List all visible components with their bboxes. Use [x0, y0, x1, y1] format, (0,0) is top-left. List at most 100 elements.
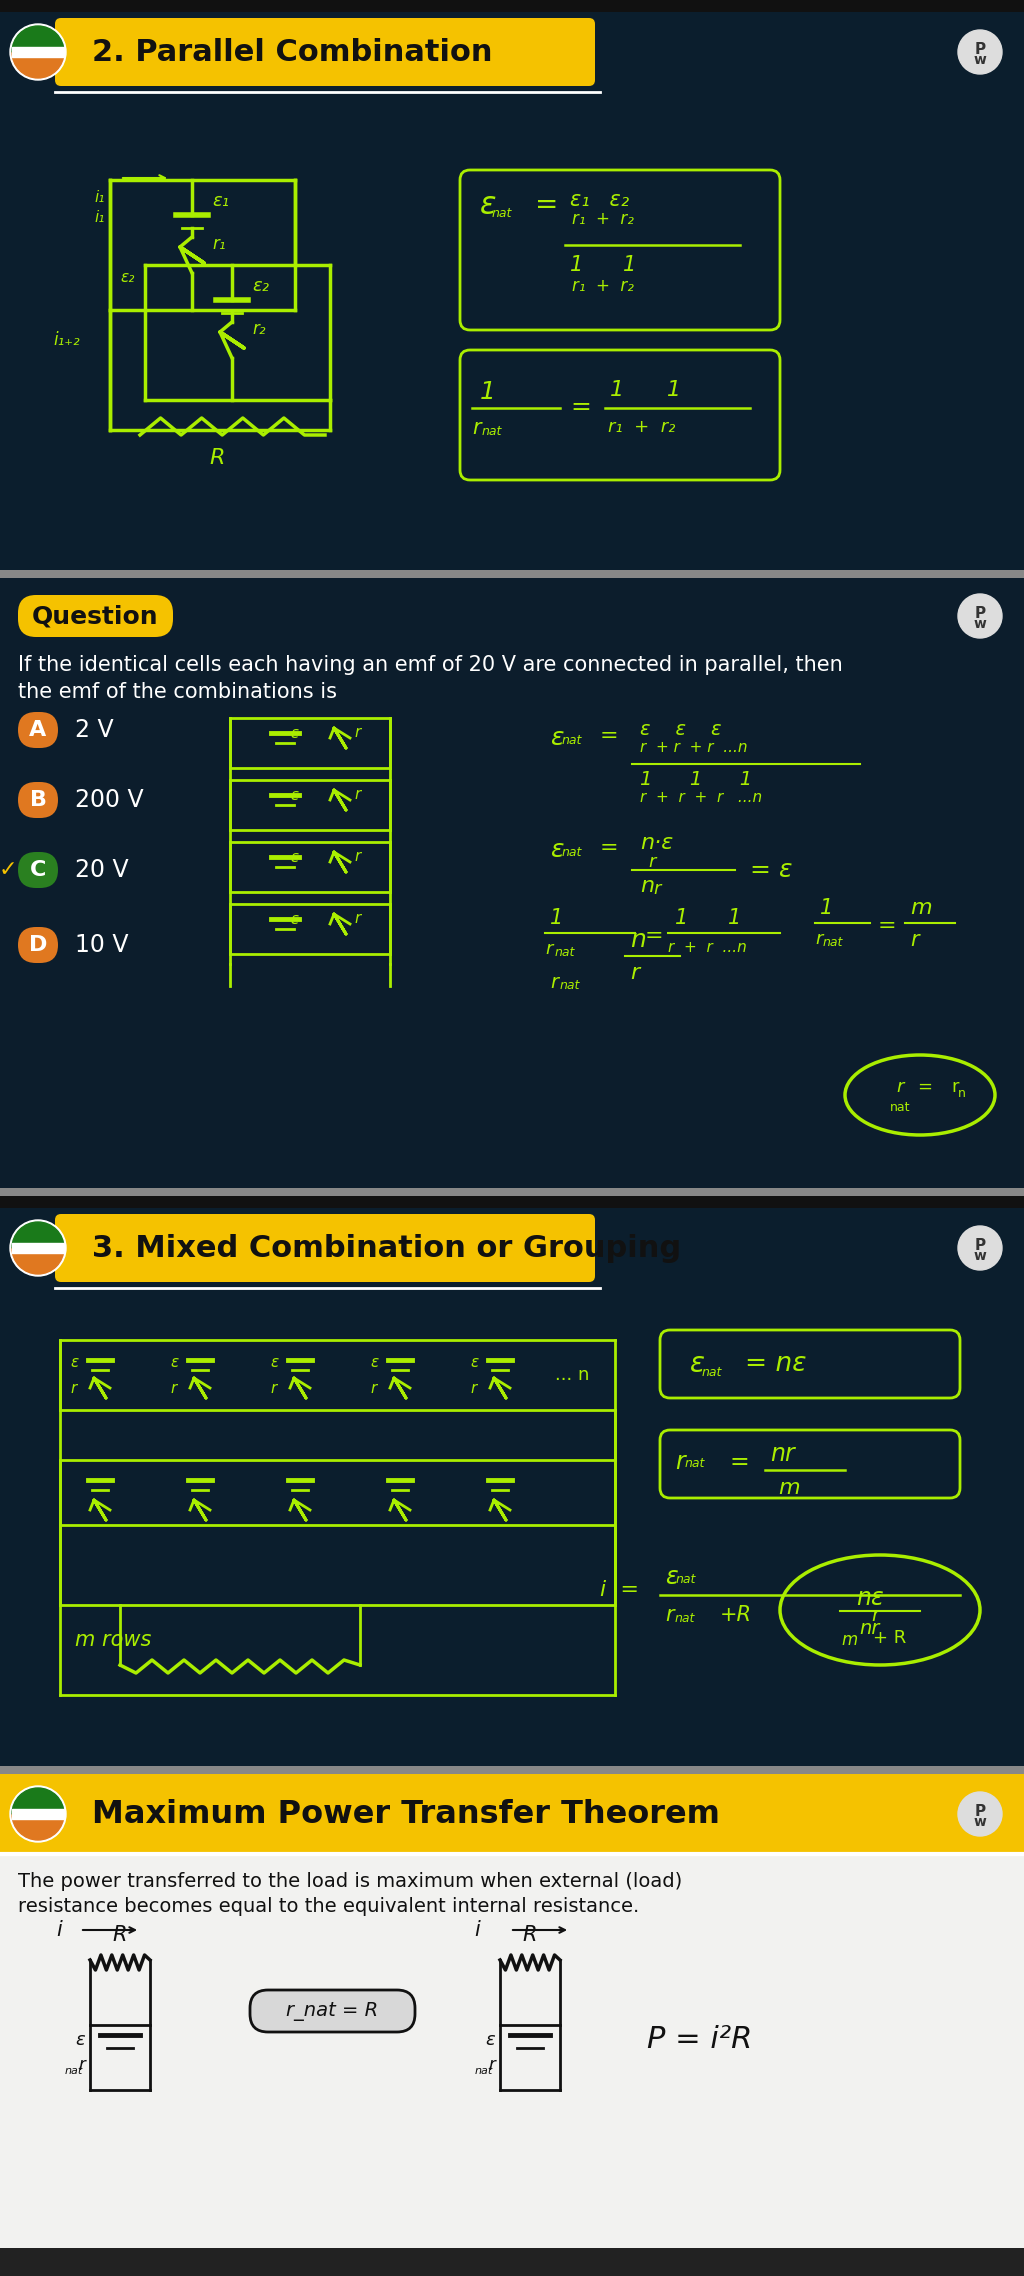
Text: nat: nat [65, 2067, 83, 2076]
Text: 1      1: 1 1 [675, 908, 741, 929]
Text: ε: ε [485, 2030, 495, 2048]
Bar [0, 1773, 1024, 1855]
Text: A: A [30, 719, 47, 740]
Bar [0, 1773, 1024, 2276]
Text: ε: ε [75, 2030, 85, 2048]
Text: i: i [474, 1921, 480, 1939]
Text: nat: nat [492, 207, 512, 218]
Text: r: r [675, 1450, 685, 1475]
Bar [0, 2249, 1024, 2276]
Text: the emf of the combinations is: the emf of the combinations is [18, 683, 337, 701]
Text: =: = [730, 1450, 750, 1475]
FancyBboxPatch shape [18, 783, 58, 817]
Text: + R: + R [873, 1630, 906, 1648]
Text: ε: ε [470, 1354, 478, 1370]
Text: w: w [974, 1814, 986, 1830]
Bar [0, 1766, 1024, 1773]
Text: 1: 1 [550, 908, 563, 929]
Text: nr: nr [770, 1443, 795, 1466]
Bar [12, 48, 63, 57]
Wedge shape [12, 25, 63, 52]
Text: r_nat = R: r_nat = R [286, 2001, 378, 2021]
Text: ε: ε [290, 726, 298, 742]
Text: r: r [488, 2055, 495, 2073]
Text: 1      1: 1 1 [570, 255, 636, 275]
Text: r: r [630, 963, 639, 983]
Text: r₁  +  r₂: r₁ + r₂ [572, 209, 634, 228]
Text: r: r [871, 1605, 879, 1625]
Text: nat: nat [555, 947, 575, 958]
Text: n: n [640, 876, 654, 897]
Text: ε: ε [270, 1354, 279, 1370]
Text: =: = [645, 926, 664, 947]
Text: r: r [653, 881, 660, 899]
Text: i: i [56, 1921, 62, 1939]
Text: ε: ε [370, 1354, 378, 1370]
Text: r: r [354, 787, 360, 801]
Text: r: r [951, 1079, 958, 1097]
Text: R: R [209, 448, 224, 469]
Text: ε: ε [550, 726, 563, 751]
Text: =: = [570, 396, 591, 419]
Text: +R: +R [720, 1605, 752, 1625]
FancyBboxPatch shape [18, 594, 173, 637]
Text: =: = [878, 915, 897, 935]
Text: D: D [29, 935, 47, 956]
Text: m: m [842, 1632, 858, 1650]
Text: P: P [975, 605, 985, 621]
Text: r: r [910, 931, 919, 949]
Bar [12, 1243, 63, 1254]
Circle shape [958, 1791, 1002, 1837]
Bar [0, 11, 1024, 127]
Text: m rows: m rows [75, 1630, 152, 1650]
Text: nat: nat [562, 733, 583, 747]
Text: ε: ε [550, 838, 563, 863]
Text: =: = [600, 838, 618, 858]
Text: m: m [910, 899, 932, 917]
Text: 3. Mixed Combination or Grouping: 3. Mixed Combination or Grouping [92, 1234, 681, 1263]
FancyBboxPatch shape [55, 1213, 595, 1281]
Text: nat: nat [475, 2067, 493, 2076]
Text: nat: nat [890, 1102, 910, 1113]
FancyBboxPatch shape [250, 1989, 415, 2032]
Text: ε: ε [480, 191, 497, 218]
Text: 2 V: 2 V [75, 717, 114, 742]
Text: =: = [918, 1079, 933, 1097]
Text: r₁: r₁ [212, 234, 225, 253]
Text: r: r [472, 419, 480, 437]
Text: r: r [270, 1382, 276, 1395]
Text: ε: ε [290, 849, 298, 865]
FancyBboxPatch shape [18, 712, 58, 749]
Text: =: = [535, 191, 558, 218]
Text: r: r [354, 910, 360, 926]
Text: Maximum Power Transfer Theorem: Maximum Power Transfer Theorem [92, 1798, 720, 1830]
Text: If the identical cells each having an emf of 20 V are connected in parallel, the: If the identical cells each having an em… [18, 655, 843, 676]
Bar [0, 1209, 1024, 1322]
Circle shape [10, 1220, 66, 1277]
Text: i  =: i = [600, 1580, 639, 1600]
FancyBboxPatch shape [18, 926, 58, 963]
Text: 1      1      1: 1 1 1 [640, 769, 752, 790]
Text: B: B [30, 790, 46, 810]
Text: ε: ε [290, 787, 298, 803]
Bar [0, 569, 1024, 578]
Circle shape [10, 25, 66, 80]
Text: 20 V: 20 V [75, 858, 129, 883]
Text: ε₂: ε₂ [121, 271, 135, 284]
Text: P: P [975, 1803, 985, 1819]
Text: r: r [665, 1605, 674, 1625]
Text: r  +  r  ...n: r + r ...n [668, 940, 746, 956]
Text: ε: ε [170, 1354, 178, 1370]
FancyBboxPatch shape [18, 851, 58, 888]
Text: i₁: i₁ [94, 209, 105, 225]
Text: w: w [974, 52, 986, 66]
Text: C: C [30, 860, 46, 881]
Text: r  +  r  +  r   ...n: r + r + r ...n [640, 790, 762, 806]
Bar [0, 0, 1024, 11]
Text: r: r [170, 1382, 176, 1395]
Text: i₁: i₁ [94, 189, 105, 205]
Text: = ε: = ε [750, 858, 793, 883]
Text: nr: nr [860, 1618, 881, 1636]
Text: 200 V: 200 V [75, 787, 143, 813]
Text: r₁  +  r₂: r₁ + r₂ [572, 278, 634, 296]
